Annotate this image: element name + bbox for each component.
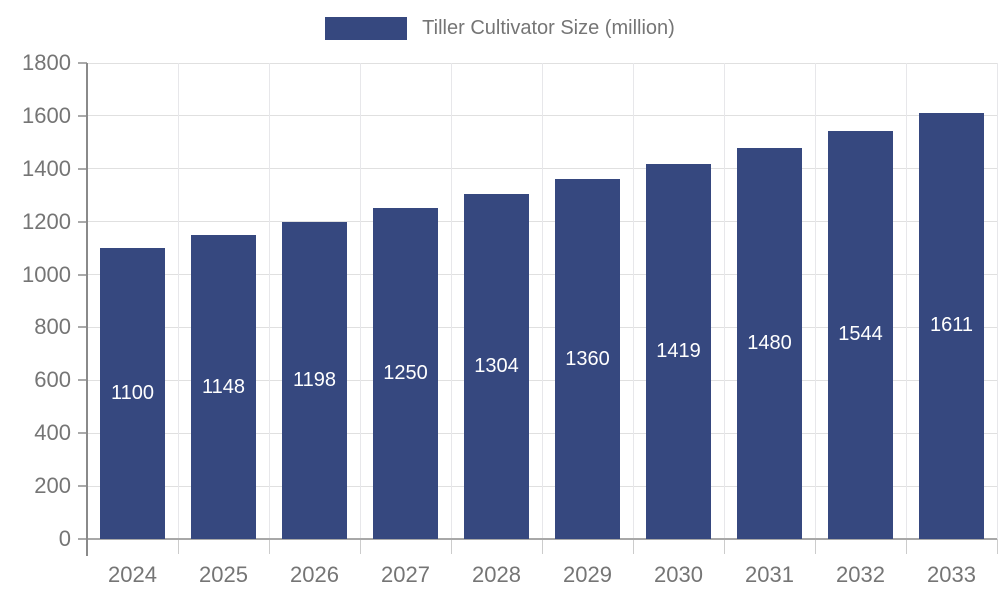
bar-value-label: 1250	[383, 362, 428, 385]
y-tick-label: 1400	[22, 155, 71, 181]
y-tick-label: 200	[34, 473, 71, 499]
x-tick-label: 2032	[836, 562, 885, 587]
y-tick-label: 1600	[22, 102, 71, 128]
y-axis-tick	[78, 326, 87, 329]
gridline-vertical	[268, 63, 270, 539]
bar[interactable]: 1544	[828, 130, 893, 539]
x-tick-label: 2030	[654, 562, 703, 587]
y-axis-tick	[78, 273, 87, 276]
x-tick-label: 2025	[199, 562, 248, 587]
y-tick-label: 1800	[22, 50, 71, 75]
y-axis-tick	[78, 432, 87, 435]
x-axis-tick	[723, 539, 725, 554]
x-axis-tick	[268, 539, 270, 554]
y-tick-label: 600	[34, 367, 71, 393]
legend[interactable]: Tiller Cultivator Size (million)	[0, 17, 1000, 40]
bar[interactable]: 1419	[646, 163, 711, 539]
gridline-vertical	[177, 63, 179, 539]
plot-area: 0 200 400 600 800 1000 1200 1400 1600 1800 1100 114…	[22, 51, 998, 587]
y-axis-tick	[78, 485, 87, 488]
bar-value-label: 1611	[929, 314, 973, 337]
bar-value-label: 1148	[201, 375, 245, 398]
y-axis-tick	[78, 62, 87, 64]
bar-value-label: 1304	[474, 355, 519, 378]
y-tick-label: 800	[34, 314, 71, 340]
bar-value-label: 1480	[747, 331, 792, 354]
x-axis-tick	[996, 539, 998, 554]
gridline-vertical	[723, 63, 725, 539]
y-tick-label: 0	[58, 526, 71, 551]
bar[interactable]: 1304	[464, 194, 529, 539]
y-axis-tick	[78, 379, 87, 382]
gridline-vertical	[450, 63, 452, 539]
bar-value-label: 1419	[656, 339, 701, 362]
y-tick-label: 400	[34, 420, 71, 446]
bar-value-label: 1544	[838, 323, 883, 346]
y-tick-label: 1000	[22, 261, 71, 287]
gridline-vertical	[359, 63, 361, 539]
bar[interactable]: 1611	[919, 112, 984, 539]
x-axis-tick	[814, 539, 816, 554]
x-axis-tick	[905, 539, 907, 554]
x-tick-label: 2024	[108, 562, 157, 587]
bar[interactable]: 1148	[191, 235, 256, 539]
gridline-vertical	[996, 63, 998, 539]
x-axis-tick	[632, 539, 634, 554]
x-tick-label: 2031	[745, 562, 794, 587]
x-tick-label: 2027	[381, 562, 430, 587]
y-axis-tick	[78, 114, 87, 117]
bar[interactable]: 1198	[282, 222, 347, 539]
bar-value-label: 1360	[565, 347, 610, 370]
legend-label: Tiller Cultivator Size (million)	[422, 17, 675, 39]
x-tick-label: 2026	[290, 562, 339, 587]
y-axis-line	[86, 63, 88, 556]
y-tick-label: 1200	[22, 208, 71, 234]
gridline-vertical	[905, 63, 907, 539]
y-axis-tick	[78, 167, 87, 170]
x-axis-tick	[359, 539, 361, 554]
bar-value-label: 1100	[110, 382, 154, 405]
bar[interactable]: 1360	[555, 179, 620, 539]
x-axis-tick	[541, 539, 543, 554]
gridline-vertical	[814, 63, 816, 539]
gridline-vertical	[541, 63, 543, 539]
bar[interactable]: 1250	[373, 208, 438, 539]
x-tick-label: 2033	[927, 562, 976, 587]
bar[interactable]: 1480	[737, 147, 802, 539]
x-axis-tick	[450, 539, 452, 554]
gridline-vertical	[632, 63, 634, 539]
x-axis-tick	[177, 539, 179, 554]
x-tick-label: 2028	[472, 562, 521, 587]
x-tick-label: 2029	[563, 562, 612, 587]
bar[interactable]: 1100	[100, 248, 165, 539]
y-axis-tick	[78, 220, 87, 223]
legend-swatch	[325, 17, 408, 40]
y-axis-tick	[78, 538, 87, 540]
bar-value-label: 1198	[292, 369, 336, 392]
x-axis-line	[87, 538, 997, 540]
